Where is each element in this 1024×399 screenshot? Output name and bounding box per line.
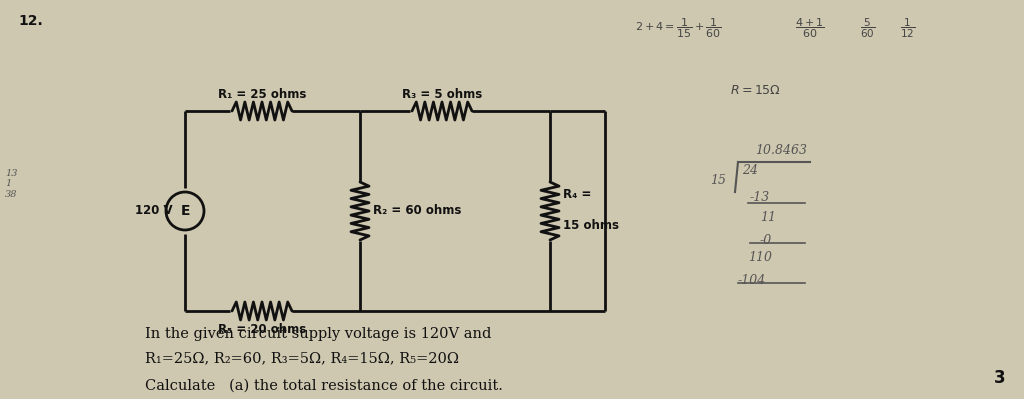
Text: -0: -0 bbox=[760, 234, 772, 247]
Text: $\dfrac{1}{12}$: $\dfrac{1}{12}$ bbox=[900, 17, 915, 40]
Text: R₅ = 20 ohms: R₅ = 20 ohms bbox=[218, 323, 306, 336]
Text: $\dfrac{4+1}{60}$: $\dfrac{4+1}{60}$ bbox=[795, 17, 824, 40]
Text: $2+4=\dfrac{1}{15}+\dfrac{1}{60}$: $2+4=\dfrac{1}{15}+\dfrac{1}{60}$ bbox=[635, 17, 722, 40]
Text: R₂ = 60 ohms: R₂ = 60 ohms bbox=[373, 205, 462, 217]
Text: -13: -13 bbox=[750, 191, 770, 204]
Text: 13
1
38: 13 1 38 bbox=[5, 169, 17, 199]
Text: 24: 24 bbox=[742, 164, 758, 177]
Text: $\dfrac{5}{60}$: $\dfrac{5}{60}$ bbox=[860, 17, 876, 40]
Text: Calculate   (a) the total resistance of the circuit.: Calculate (a) the total resistance of th… bbox=[145, 379, 503, 393]
Text: 110: 110 bbox=[748, 251, 772, 264]
Text: 10.8463: 10.8463 bbox=[755, 144, 807, 157]
Text: In the given circuit supply voltage is 120V and: In the given circuit supply voltage is 1… bbox=[145, 327, 492, 341]
Text: R₁=25Ω, R₂=60, R₃=5Ω, R₄=15Ω, R₅=20Ω: R₁=25Ω, R₂=60, R₃=5Ω, R₄=15Ω, R₅=20Ω bbox=[145, 351, 459, 365]
Text: R₃ = 5 ohms: R₃ = 5 ohms bbox=[401, 88, 482, 101]
Text: R₁ = 25 ohms: R₁ = 25 ohms bbox=[218, 88, 306, 101]
Text: R₄ =: R₄ = bbox=[563, 188, 592, 201]
Text: 15 ohms: 15 ohms bbox=[563, 219, 618, 232]
Text: E: E bbox=[180, 204, 189, 218]
Text: 120 V: 120 V bbox=[135, 205, 173, 217]
Text: 11: 11 bbox=[760, 211, 776, 224]
Text: 3: 3 bbox=[993, 369, 1005, 387]
Text: 15: 15 bbox=[710, 174, 726, 187]
Text: $R=15\Omega$: $R=15\Omega$ bbox=[730, 84, 781, 97]
Text: -104: -104 bbox=[738, 274, 766, 287]
Text: 12.: 12. bbox=[18, 14, 43, 28]
